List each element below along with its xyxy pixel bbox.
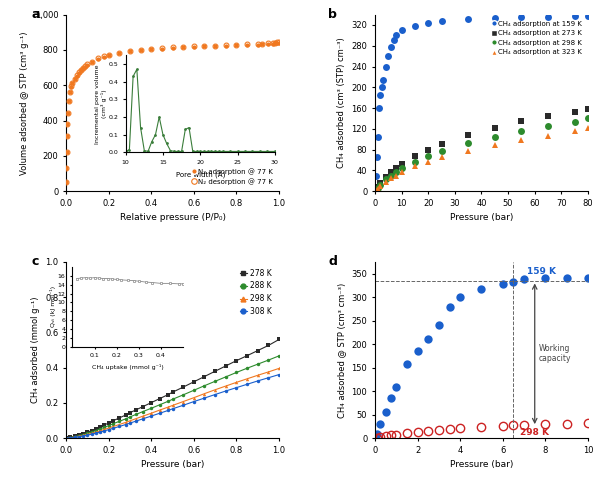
Text: d: d — [328, 255, 337, 268]
Y-axis label: CH₄ adsorbed @ STP (cm³ cm⁻³): CH₄ adsorbed @ STP (cm³ cm⁻³) — [337, 282, 346, 418]
X-axis label: Relative pressure (P/P₀): Relative pressure (P/P₀) — [119, 213, 226, 223]
Legend: N₂ adsorption @ 77 K, N₂ desorption @ 77 K: N₂ adsorption @ 77 K, N₂ desorption @ 77… — [190, 165, 275, 187]
Text: 159 K: 159 K — [527, 267, 556, 276]
Text: 298 K: 298 K — [520, 428, 549, 436]
X-axis label: Pressure (bar): Pressure (bar) — [141, 461, 204, 469]
Y-axis label: CH₄ adsorbed (cm³ (STP) cm⁻³): CH₄ adsorbed (cm³ (STP) cm⁻³) — [337, 37, 346, 168]
Text: Working
capacity: Working capacity — [539, 344, 571, 363]
Y-axis label: Volume adsorbed @ STP (cm³ g⁻¹): Volume adsorbed @ STP (cm³ g⁻¹) — [20, 31, 29, 175]
Legend: 278 K, 288 K, 298 K, 308 K: 278 K, 288 K, 298 K, 308 K — [236, 265, 275, 319]
Text: a: a — [32, 7, 40, 20]
Legend: CH₄ adsorption at 159 K, CH₄ adsorption at 273 K, CH₄ adsorption at 298 K, CH₄ a: CH₄ adsorption at 159 K, CH₄ adsorption … — [490, 18, 584, 58]
Y-axis label: CH₄ adsorbed (mmol g⁻¹): CH₄ adsorbed (mmol g⁻¹) — [31, 297, 40, 403]
X-axis label: Pressure (bar): Pressure (bar) — [450, 461, 513, 469]
Text: c: c — [32, 255, 39, 268]
X-axis label: Pressure (bar): Pressure (bar) — [450, 213, 513, 223]
Text: b: b — [328, 7, 337, 20]
